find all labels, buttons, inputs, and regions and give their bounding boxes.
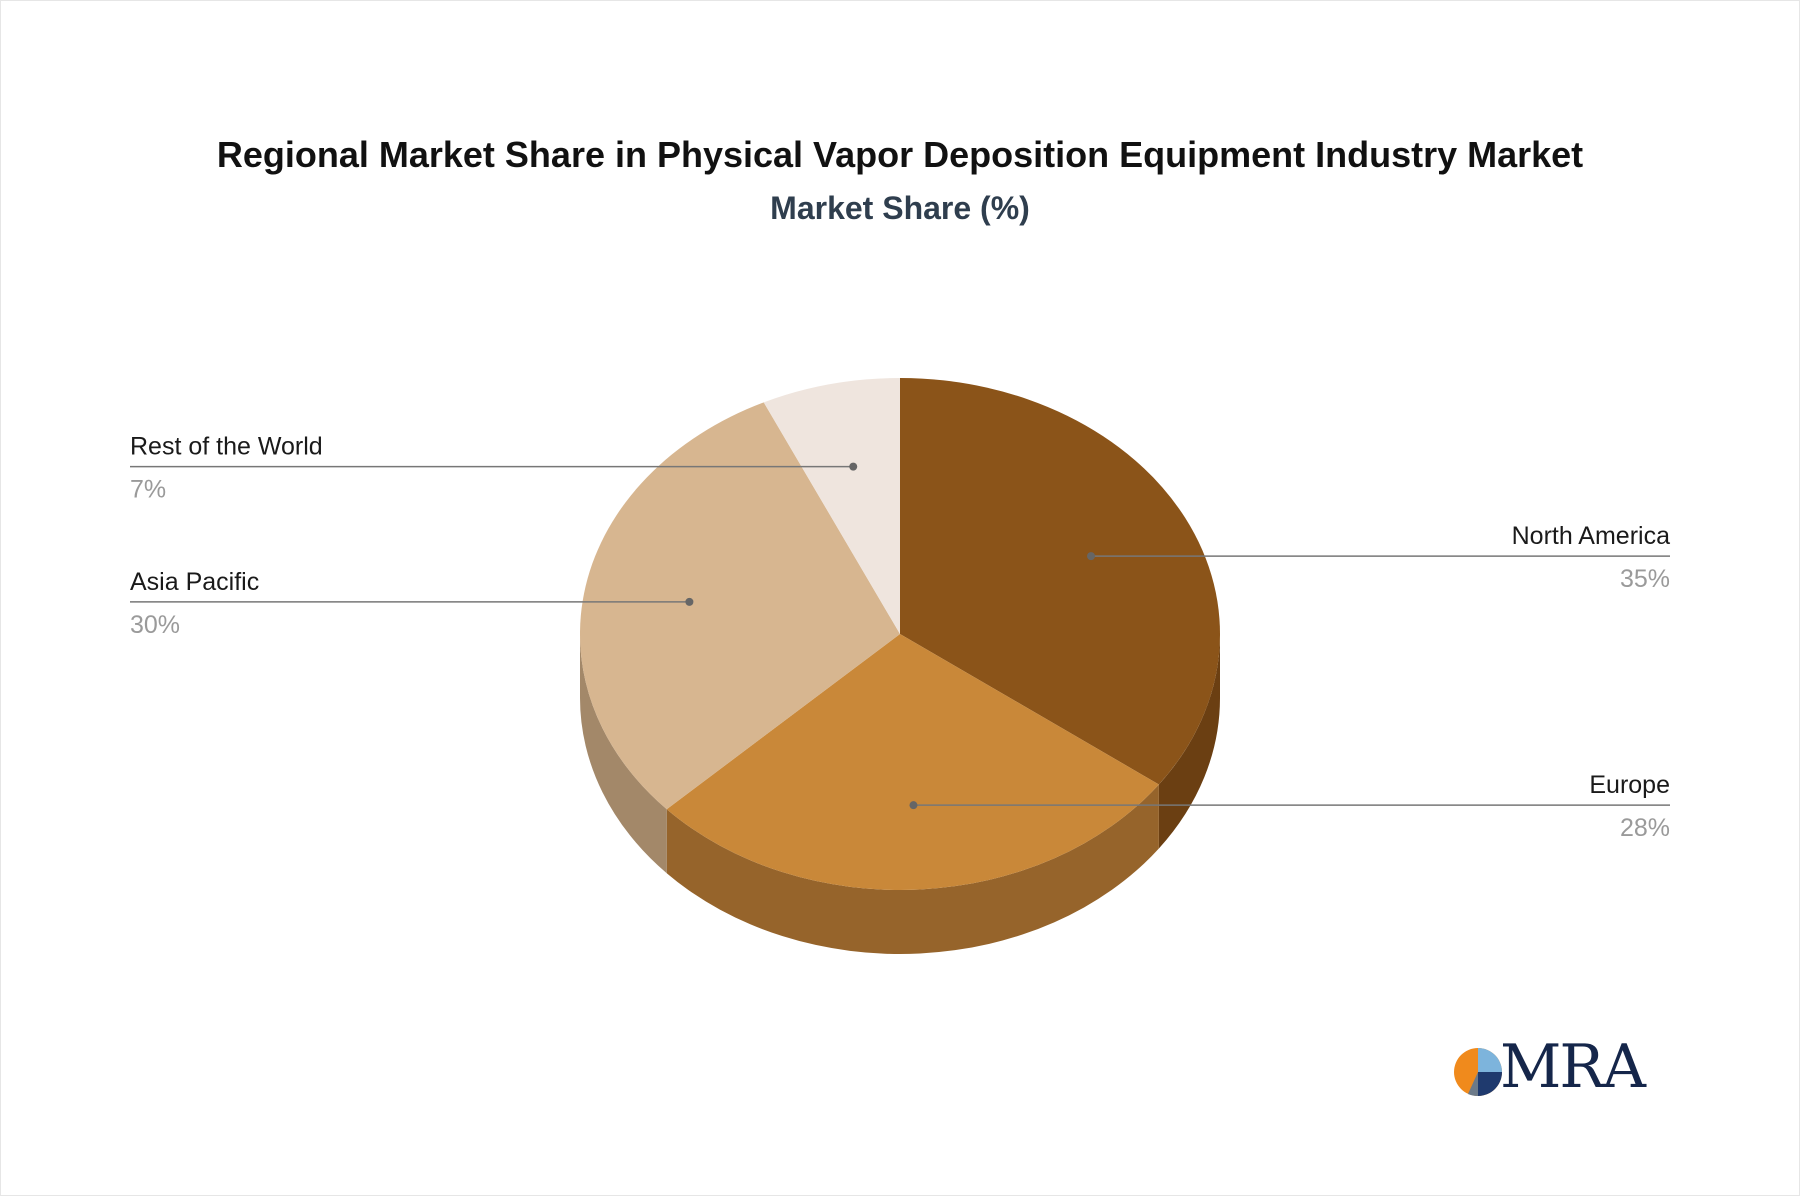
- logo-text: MRA: [1500, 1032, 1646, 1102]
- leader-dot-rest-of-the-world: [849, 462, 858, 471]
- slice-value-north-america: 35%: [1620, 565, 1670, 593]
- slice-value-europe: 28%: [1620, 814, 1670, 842]
- pie-slice-asia-pacific[interactable]: [579, 402, 900, 810]
- slice-label-rest-of-the-world: Rest of the World: [130, 433, 323, 461]
- slice-label-north-america: North America: [1512, 522, 1670, 550]
- pie-slices: [579, 378, 1221, 890]
- leader-dot-north-america: [1087, 552, 1096, 561]
- pie-side-asia-pacific: [580, 634, 667, 874]
- pie-side-europe: [666, 784, 1159, 954]
- slice-label-europe: Europe: [1589, 771, 1670, 799]
- chart-title: Regional Market Share in Physical Vapor …: [216, 134, 1584, 175]
- pie-slice-rest-of-the-world[interactable]: [763, 378, 900, 634]
- pie-slice-europe[interactable]: [666, 634, 1159, 890]
- leader-dot-europe: [909, 801, 918, 810]
- pie-sides: [580, 634, 1220, 954]
- chart-subtitle: Market Share (%): [770, 190, 1030, 226]
- leader-dot-asia-pacific: [685, 597, 694, 606]
- slice-value-rest-of-the-world: 7%: [130, 476, 166, 504]
- pie-slice-north-america[interactable]: [900, 378, 1221, 785]
- pie-side-north-america: [1158, 634, 1220, 849]
- mra-logo-icon: [1454, 1048, 1502, 1097]
- pie-labels: North America 35% Europe 28% Asia Pacific 30%…: [130, 433, 1670, 842]
- slice-value-asia-pacific: 30%: [130, 611, 180, 639]
- slice-label-asia-pacific: Asia Pacific: [130, 568, 259, 596]
